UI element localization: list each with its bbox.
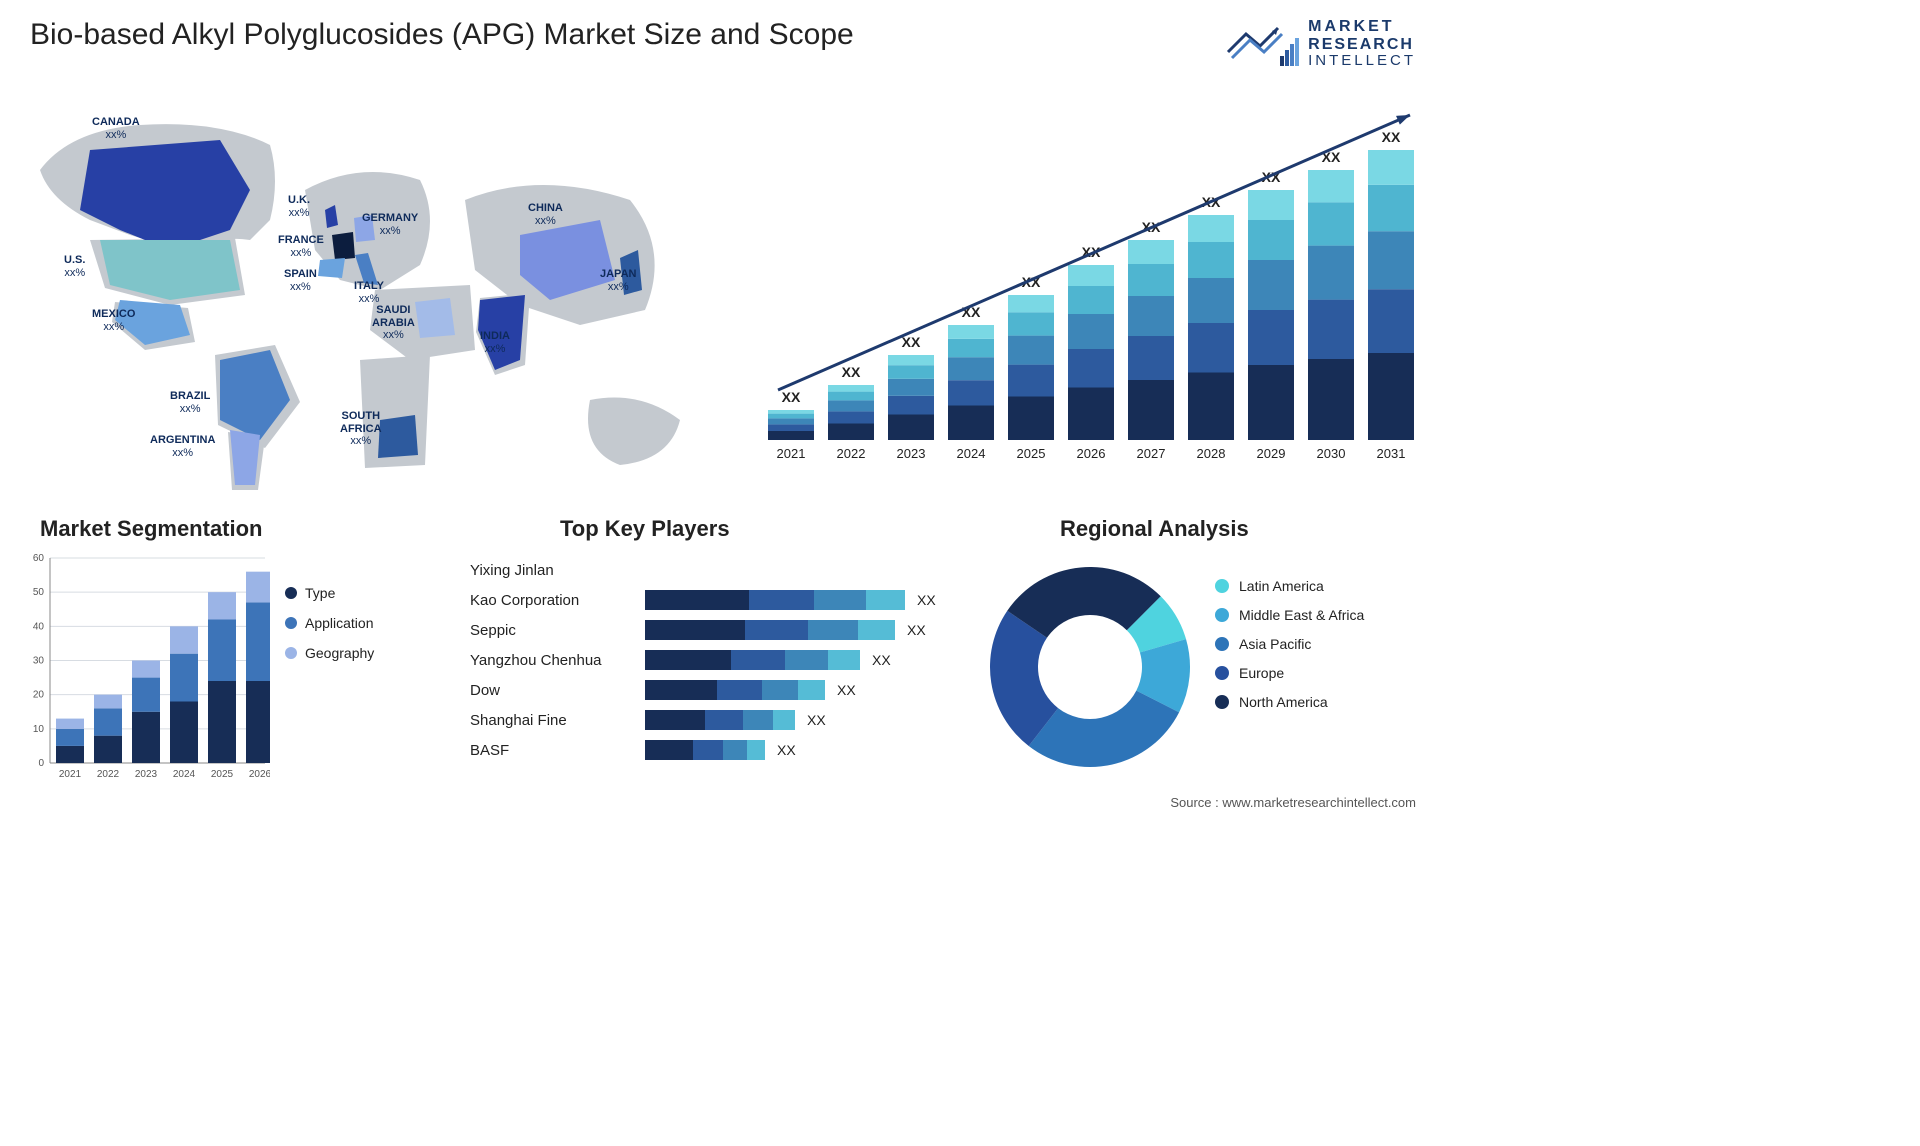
key-player-label: Kao Corporation — [470, 592, 645, 609]
key-player-bar — [645, 680, 825, 700]
key-player-value: XX — [907, 622, 926, 638]
svg-text:2025: 2025 — [211, 769, 234, 780]
key-player-row: BASF XX — [470, 735, 960, 765]
svg-text:2030: 2030 — [1317, 446, 1346, 461]
key-player-label: Yangzhou Chenhua — [470, 652, 645, 669]
svg-text:2025: 2025 — [1017, 446, 1046, 461]
key-player-bar — [645, 620, 895, 640]
page-title: Bio-based Alkyl Polyglucosides (APG) Mar… — [30, 18, 854, 52]
world-map: CANADAxx% U.S.xx% MEXICOxx% BRAZILxx% ARGENT… — [20, 90, 720, 490]
key-player-row: Shanghai Fine XX — [470, 705, 960, 735]
svg-text:2023: 2023 — [897, 446, 926, 461]
svg-text:2024: 2024 — [957, 446, 986, 461]
key-players-chart: Yixing JinlanKao CorporationXXSeppicXXYa… — [470, 555, 960, 795]
svg-text:30: 30 — [33, 656, 45, 667]
map-label-japan: JAPANxx% — [600, 268, 636, 293]
svg-text:60: 60 — [33, 553, 45, 564]
key-player-label: BASF — [470, 742, 645, 759]
key-player-bar — [645, 710, 795, 730]
svg-text:2021: 2021 — [59, 769, 82, 780]
key-player-row: Kao Corporation XX — [470, 585, 960, 615]
svg-text:40: 40 — [33, 621, 45, 632]
svg-text:2029: 2029 — [1257, 446, 1286, 461]
seg-legend-item: Application — [285, 615, 374, 631]
brand-logo: MARKET RESEARCH INTELLECT — [1226, 18, 1416, 70]
svg-text:2021: 2021 — [777, 446, 806, 461]
svg-text:50: 50 — [33, 587, 45, 598]
svg-text:XX: XX — [782, 389, 801, 405]
map-label-mexico: MEXICOxx% — [92, 308, 135, 333]
logo-chart-icon — [1226, 22, 1300, 66]
key-player-row: Yixing Jinlan — [470, 555, 960, 585]
regional-title: Regional Analysis — [1060, 516, 1249, 542]
key-player-value: XX — [807, 712, 826, 728]
svg-text:2026: 2026 — [1077, 446, 1106, 461]
key-player-label: Yixing Jinlan — [470, 562, 645, 579]
key-player-value: XX — [917, 592, 936, 608]
key-player-row: Seppic XX — [470, 615, 960, 645]
svg-text:2028: 2028 — [1197, 446, 1226, 461]
key-player-bar — [645, 590, 905, 610]
map-label-canada: CANADAxx% — [92, 116, 140, 141]
svg-text:XX: XX — [1382, 129, 1401, 145]
svg-text:2031: 2031 — [1377, 446, 1406, 461]
regional-legend: Latin America Middle East & Africa Asia Pa… — [1215, 578, 1364, 723]
map-label-spain: SPAINxx% — [284, 268, 317, 293]
segmentation-chart: 0 10 20 30 40 50 60 2021 2022 2023 2024 2025 2026 — [20, 548, 270, 788]
map-label-india: INDIAxx% — [480, 330, 510, 355]
svg-text:2024: 2024 — [173, 769, 196, 780]
key-player-bar — [645, 740, 765, 760]
logo-text-2: RESEARCH — [1308, 36, 1416, 54]
key-players-title: Top Key Players — [560, 516, 730, 542]
key-player-bar — [645, 650, 860, 670]
key-player-label: Seppic — [470, 622, 645, 639]
svg-text:XX: XX — [842, 364, 861, 380]
svg-text:2027: 2027 — [1137, 446, 1166, 461]
key-player-value: XX — [872, 652, 891, 668]
svg-text:2022: 2022 — [97, 769, 120, 780]
map-label-argentina: ARGENTINAxx% — [150, 434, 215, 459]
svg-text:2022: 2022 — [837, 446, 866, 461]
map-label-germany: GERMANYxx% — [362, 212, 418, 237]
main-forecast-chart: XX2021XX2022XX2023XX2024XX2025XX2026XX20… — [750, 100, 1430, 470]
map-label-southafrica: SOUTHAFRICAxx% — [340, 410, 382, 448]
regional-legend-item: Middle East & Africa — [1215, 607, 1364, 623]
regional-legend-item: North America — [1215, 694, 1364, 710]
key-player-row: Yangzhou Chenhua XX — [470, 645, 960, 675]
svg-text:2023: 2023 — [135, 769, 158, 780]
seg-legend-item: Geography — [285, 645, 374, 661]
source-attribution: Source : www.marketresearchintellect.com — [1170, 795, 1416, 810]
segmentation-title: Market Segmentation — [40, 516, 263, 542]
logo-text-1: MARKET — [1308, 18, 1416, 36]
map-label-italy: ITALYxx% — [354, 280, 384, 305]
regional-legend-item: Europe — [1215, 665, 1364, 681]
key-player-label: Shanghai Fine — [470, 712, 645, 729]
map-label-china: CHINAxx% — [528, 202, 563, 227]
map-label-us: U.S.xx% — [64, 254, 85, 279]
segmentation-legend: Type Application Geography — [285, 585, 374, 675]
map-label-saudiarabia: SAUDIARABIAxx% — [372, 304, 415, 342]
svg-text:0: 0 — [38, 758, 44, 769]
key-player-value: XX — [777, 742, 796, 758]
regional-donut — [985, 562, 1195, 772]
key-player-row: Dow XX — [470, 675, 960, 705]
regional-legend-item: Latin America — [1215, 578, 1364, 594]
seg-legend-item: Type — [285, 585, 374, 601]
map-label-brazil: BRAZILxx% — [170, 390, 210, 415]
logo-text-3: INTELLECT — [1308, 53, 1416, 70]
key-player-label: Dow — [470, 682, 645, 699]
svg-text:20: 20 — [33, 690, 45, 701]
map-label-uk: U.K.xx% — [288, 194, 310, 219]
svg-text:10: 10 — [33, 724, 45, 735]
svg-text:2026: 2026 — [249, 769, 270, 780]
key-player-value: XX — [837, 682, 856, 698]
regional-legend-item: Asia Pacific — [1215, 636, 1364, 652]
map-label-france: FRANCExx% — [278, 234, 324, 259]
